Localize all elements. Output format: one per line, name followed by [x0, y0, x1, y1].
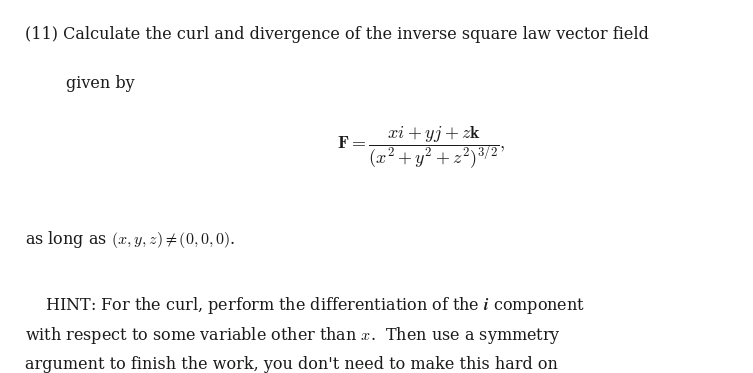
- Text: with respect to some variable other than $x$.  Then use a symmetry: with respect to some variable other than…: [25, 325, 561, 346]
- Text: as long as $(x, y, z) \neq (0, 0, 0)$.: as long as $(x, y, z) \neq (0, 0, 0)$.: [25, 229, 235, 250]
- Text: given by: given by: [66, 75, 135, 92]
- Text: $\mathbf{F} = \dfrac{xi + yj + z\mathbf{k}}{(x^2 + y^2 + z^2)^{3/2}},$: $\mathbf{F} = \dfrac{xi + yj + z\mathbf{…: [337, 124, 506, 170]
- Text: argument to finish the work, you don't need to make this hard on: argument to finish the work, you don't n…: [25, 356, 558, 373]
- Text: (11) Calculate the curl and divergence of the inverse square law vector field: (11) Calculate the curl and divergence o…: [25, 26, 649, 43]
- Text: HINT: For the curl, perform the differentiation of the $\boldsymbol{i}$ componen: HINT: For the curl, perform the differen…: [25, 295, 585, 316]
